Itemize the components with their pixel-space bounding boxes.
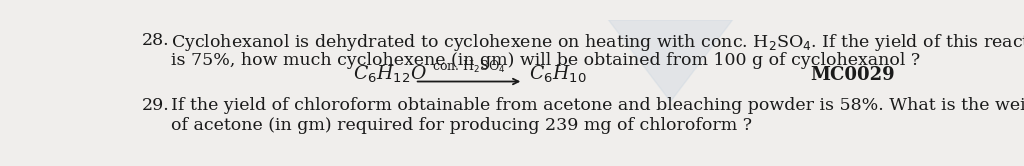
Text: C$_6$H$_{10}$: C$_6$H$_{10}$ [529,64,588,85]
Text: Cyclohexanol is dehydrated to cyclohexene on heating with conc. H$_2$SO$_4$. If : Cyclohexanol is dehydrated to cyclohexen… [171,32,1024,53]
Text: con. H$_2$SO$_4$: con. H$_2$SO$_4$ [432,59,506,75]
Text: is 75%, how much cyclohexene (in gm) will be obtained from 100 g of cyclohexanol: is 75%, how much cyclohexene (in gm) wil… [171,52,920,69]
Polygon shape [608,20,732,102]
Text: MC0029: MC0029 [811,66,895,84]
Text: of acetone (in gm) required for producing 239 mg of chloroform ?: of acetone (in gm) required for producin… [171,117,752,134]
Text: 29.: 29. [142,97,170,114]
Text: If the yield of chloroform obtainable from acetone and bleaching powder is 58%. : If the yield of chloroform obtainable fr… [171,97,1024,114]
Text: C$_6$H$_{12}$O: C$_6$H$_{12}$O [352,64,427,85]
Text: 28.: 28. [142,32,170,49]
